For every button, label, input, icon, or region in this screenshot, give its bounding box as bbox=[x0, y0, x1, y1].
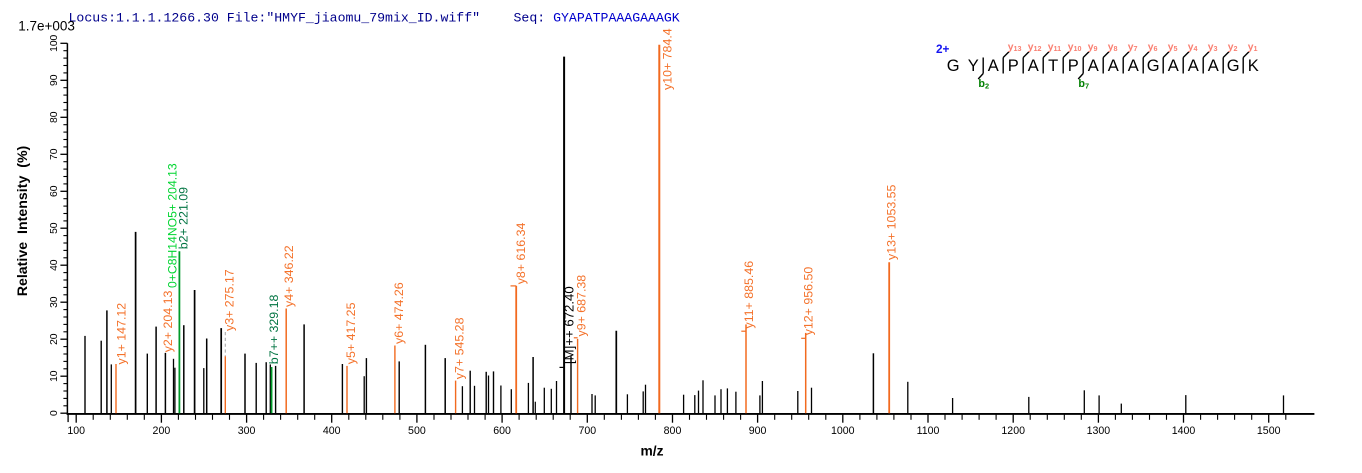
svg-text:60: 60 bbox=[49, 185, 60, 197]
svg-text:y11: y11 bbox=[1048, 42, 1061, 53]
svg-text:y5: y5 bbox=[1168, 42, 1178, 53]
svg-text:y5+ 417.25: y5+ 417.25 bbox=[344, 302, 358, 364]
svg-text:y13: y13 bbox=[1008, 42, 1022, 53]
svg-text:m/z: m/z bbox=[641, 444, 664, 459]
svg-text:Locus:1.1.1.1266.30 File:"HMYF: Locus:1.1.1.1266.30 File:"HMYF_jiaomu_79… bbox=[69, 11, 481, 26]
svg-text:y4: y4 bbox=[1188, 42, 1198, 53]
svg-text:100: 100 bbox=[67, 425, 85, 437]
svg-text:b2+ 221.09: b2+ 221.09 bbox=[176, 187, 190, 249]
svg-text:1500: 1500 bbox=[1257, 425, 1281, 437]
svg-text:Seq: GYAPATPAAAGAAAGK: Seq: GYAPATPAAAGAAAGK bbox=[514, 11, 680, 26]
svg-text:G: G bbox=[1147, 57, 1160, 75]
svg-text:200: 200 bbox=[153, 425, 171, 437]
svg-text:1300: 1300 bbox=[1087, 425, 1111, 437]
svg-text:A: A bbox=[1208, 57, 1219, 75]
svg-text:1400: 1400 bbox=[1172, 425, 1196, 437]
svg-text:A: A bbox=[1028, 57, 1039, 75]
svg-text:A: A bbox=[1088, 57, 1099, 75]
svg-text:2+: 2+ bbox=[936, 42, 950, 56]
svg-text:y11+ 885.46: y11+ 885.46 bbox=[742, 261, 756, 329]
svg-text:30: 30 bbox=[49, 296, 60, 308]
svg-text:400: 400 bbox=[323, 425, 341, 437]
svg-text:b7: b7 bbox=[1078, 78, 1089, 90]
svg-text:500: 500 bbox=[408, 425, 426, 437]
svg-text:y10+ 784.4: y10+ 784.4 bbox=[660, 28, 674, 90]
svg-text:G: G bbox=[1227, 57, 1240, 75]
svg-text:G: G bbox=[947, 57, 960, 75]
svg-text:y12: y12 bbox=[1028, 42, 1042, 53]
svg-text:P: P bbox=[1068, 57, 1079, 75]
svg-text:y8: y8 bbox=[1108, 42, 1118, 53]
svg-text:y6: y6 bbox=[1148, 42, 1158, 53]
svg-text:70: 70 bbox=[49, 148, 60, 160]
svg-text:50: 50 bbox=[49, 222, 60, 234]
svg-text:y10: y10 bbox=[1068, 42, 1082, 53]
svg-text:90: 90 bbox=[49, 74, 60, 86]
svg-text:[M]++ 672.40: [M]++ 672.40 bbox=[562, 286, 577, 364]
svg-text:y1: y1 bbox=[1248, 42, 1258, 53]
svg-text:40: 40 bbox=[49, 259, 60, 271]
svg-text:A: A bbox=[1108, 57, 1119, 75]
svg-text:A: A bbox=[1188, 57, 1199, 75]
svg-text:Relative Intensity (%): Relative Intensity (%) bbox=[15, 145, 31, 296]
svg-text:A: A bbox=[1128, 57, 1139, 75]
svg-text:800: 800 bbox=[664, 425, 682, 437]
svg-text:20: 20 bbox=[49, 333, 60, 345]
svg-text:y12+ 956.50: y12+ 956.50 bbox=[802, 267, 816, 336]
svg-text:y7: y7 bbox=[1128, 42, 1138, 53]
svg-text:y9+ 687.38: y9+ 687.38 bbox=[575, 275, 589, 337]
svg-text:0: 0 bbox=[49, 410, 60, 416]
svg-text:A: A bbox=[1168, 57, 1179, 75]
svg-text:A: A bbox=[988, 57, 999, 75]
svg-text:1.7e+003: 1.7e+003 bbox=[18, 19, 75, 34]
svg-text:y4+ 346.22: y4+ 346.22 bbox=[282, 245, 296, 307]
svg-text:y6+ 474.26: y6+ 474.26 bbox=[392, 282, 406, 344]
svg-text:1000: 1000 bbox=[831, 425, 855, 437]
svg-text:K: K bbox=[1248, 57, 1259, 75]
svg-text:b7++ 329.18: b7++ 329.18 bbox=[267, 294, 281, 364]
svg-text:y2+ 204.13: y2+ 204.13 bbox=[161, 291, 175, 353]
svg-text:700: 700 bbox=[578, 425, 596, 437]
svg-text:y1+ 147.12: y1+ 147.12 bbox=[115, 303, 129, 365]
svg-text:80: 80 bbox=[49, 111, 60, 123]
svg-text:T: T bbox=[1048, 57, 1058, 75]
svg-text:Y: Y bbox=[968, 57, 979, 75]
svg-text:1100: 1100 bbox=[917, 425, 940, 437]
svg-text:b2: b2 bbox=[978, 78, 989, 90]
svg-text:y9: y9 bbox=[1088, 42, 1098, 53]
svg-text:900: 900 bbox=[749, 425, 767, 437]
svg-text:0+C8H14NO5+ 204.13: 0+C8H14NO5+ 204.13 bbox=[165, 163, 179, 288]
svg-text:y13+ 1053.55: y13+ 1053.55 bbox=[885, 184, 899, 260]
svg-text:1200: 1200 bbox=[1001, 425, 1025, 437]
svg-text:100: 100 bbox=[49, 34, 60, 51]
svg-text:P: P bbox=[1008, 57, 1019, 75]
svg-text:y3+ 275.17: y3+ 275.17 bbox=[222, 269, 236, 331]
svg-text:300: 300 bbox=[238, 425, 256, 437]
svg-text:y3: y3 bbox=[1208, 42, 1218, 53]
svg-text:600: 600 bbox=[493, 425, 511, 437]
svg-text:10: 10 bbox=[49, 370, 60, 382]
svg-text:y7+ 545.28: y7+ 545.28 bbox=[453, 317, 467, 379]
svg-text:y2: y2 bbox=[1228, 42, 1238, 53]
svg-text:y8+ 616.34: y8+ 616.34 bbox=[514, 223, 528, 285]
